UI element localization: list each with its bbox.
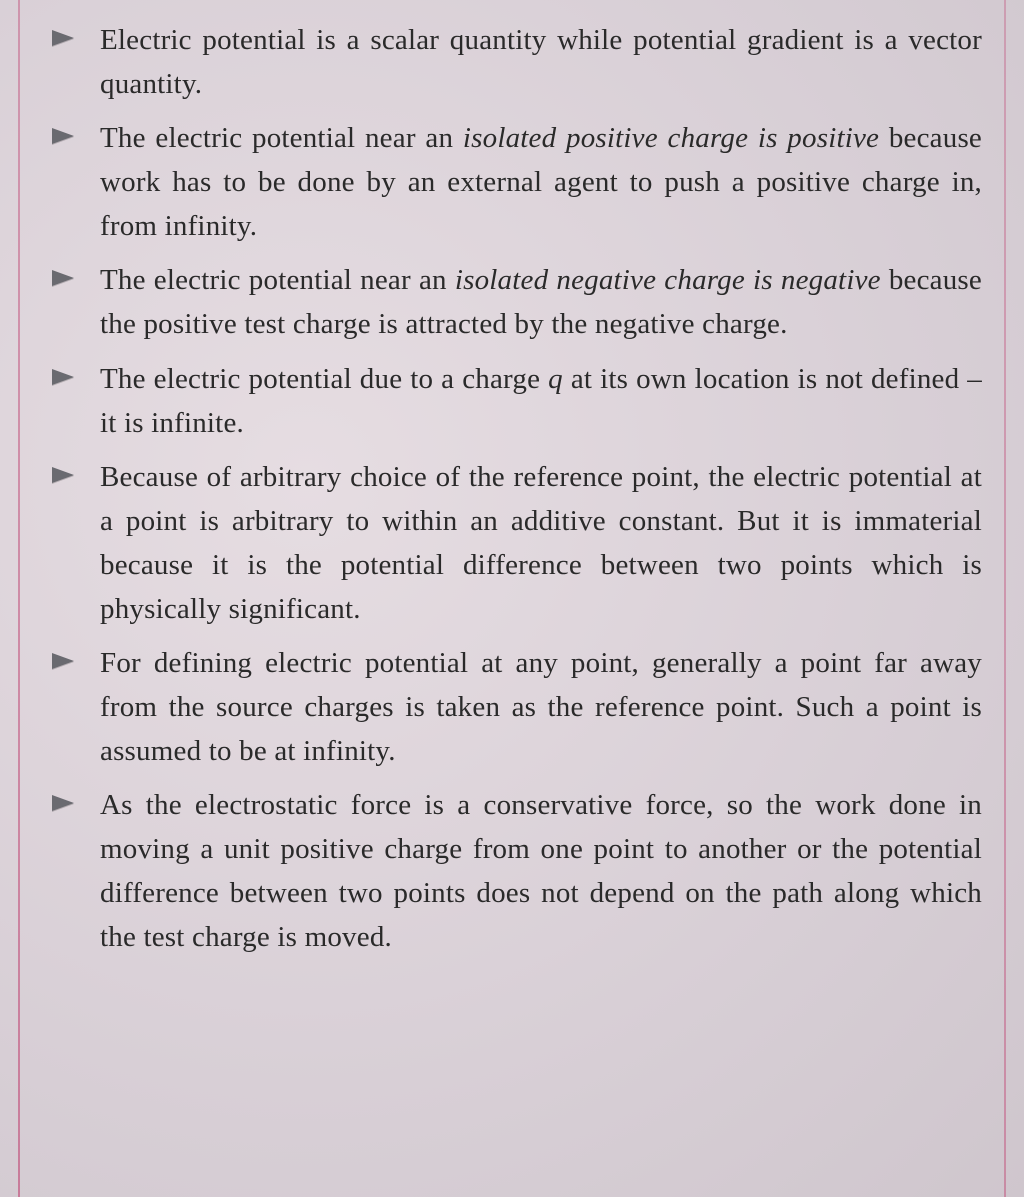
text-segment: Electric potential is a scalar quantity … [100,24,982,100]
triangle-bullet-icon [52,270,74,286]
triangle-bullet-icon [52,128,74,144]
bullet-item: The electric potential near an isolated … [100,116,982,248]
text-segment: The electric potential near an [100,122,463,154]
text-segment: As the electrostatic force is a conserva… [100,789,982,953]
page-container: Electric potential is a scalar quantity … [0,0,1024,1197]
text-segment: For defining electric potential at any p… [100,647,982,767]
bullet-item: Because of arbitrary choice of the refer… [100,455,982,631]
bullet-item: For defining electric potential at any p… [100,641,982,773]
text-segment: The electric potential due to a charge [100,363,548,395]
bullet-item: The electric potential due to a charge q… [100,357,982,445]
triangle-bullet-icon [52,30,74,46]
bullet-item: The electric potential near an isolated … [100,258,982,346]
bullet-item: Electric potential is a scalar quantity … [100,18,982,106]
triangle-bullet-icon [52,795,74,811]
text-segment: Because of arbitrary choice of the refer… [100,461,982,625]
text-segment: isolated positive charge is positive [463,122,879,154]
text-segment: The electric potential near an [100,264,455,296]
bullet-item: As the electrostatic force is a conserva… [100,783,982,959]
bullet-list: Electric potential is a scalar quantity … [42,18,982,960]
triangle-bullet-icon [52,467,74,483]
text-segment: q [548,363,563,395]
text-segment: isolated negative charge is negative [455,264,881,296]
triangle-bullet-icon [52,653,74,669]
triangle-bullet-icon [52,369,74,385]
